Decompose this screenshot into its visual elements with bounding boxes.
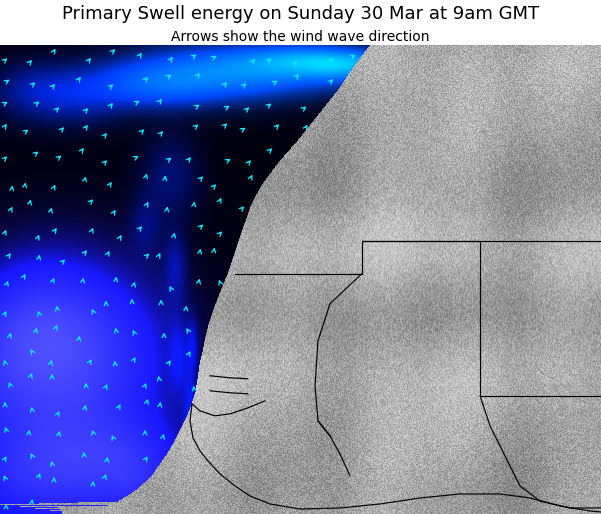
Text: Arrows show the wind wave direction: Arrows show the wind wave direction [171,30,430,44]
Text: Primary Swell energy on Sunday 30 Mar at 9am GMT: Primary Swell energy on Sunday 30 Mar at… [62,5,539,23]
